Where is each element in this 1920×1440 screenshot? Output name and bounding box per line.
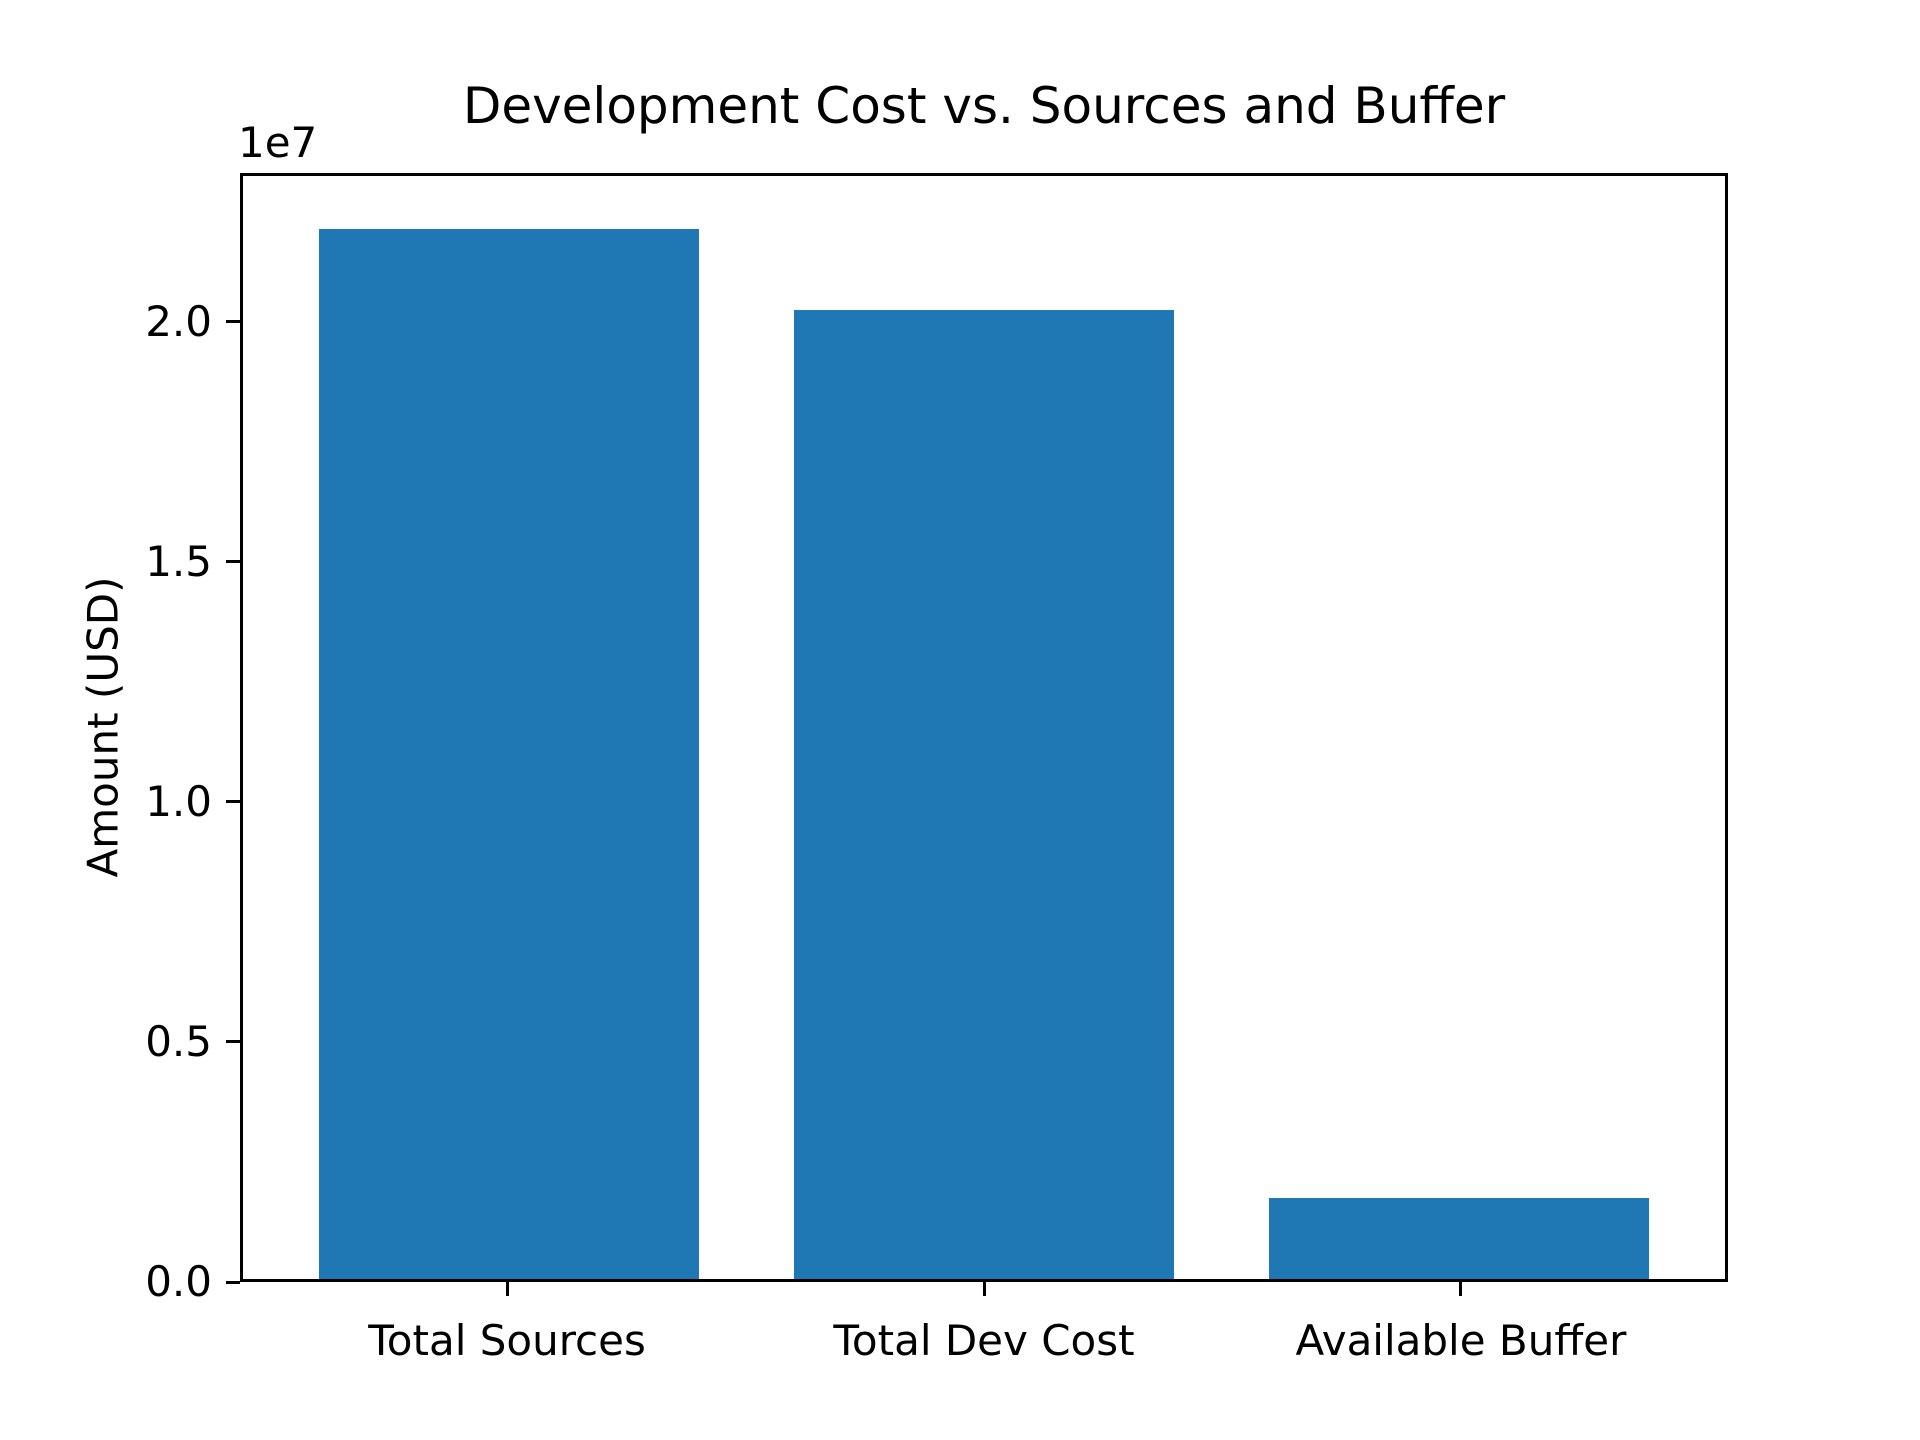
plot-area — [240, 173, 1728, 1282]
x-tick-label: Total Sources — [368, 1316, 646, 1365]
y-tick-mark — [226, 560, 240, 564]
x-axis: Total Sources Total Dev Cost Available Buf… — [240, 1282, 1728, 1412]
y-tick-label: 1.0 — [145, 776, 212, 826]
x-tick-mark — [982, 1282, 986, 1296]
y-tick-mark — [226, 1040, 240, 1044]
y-tick-label: 2.0 — [145, 296, 212, 346]
y-tick-mark — [226, 800, 240, 804]
y-tick-mark — [226, 1280, 240, 1284]
x-tick-label: Total Dev Cost — [833, 1316, 1135, 1365]
y-tick-label: 0.5 — [145, 1016, 212, 1066]
x-tick-mark — [505, 1282, 509, 1296]
chart-title: Development Cost vs. Sources and Buffer — [462, 77, 1506, 135]
y-axis-offset-label: 1e7 — [238, 118, 318, 167]
y-axis: 0.0 0.5 1.0 1.5 2.0 — [0, 173, 240, 1303]
y-tick-label: 1.5 — [145, 536, 212, 586]
bar — [793, 309, 1174, 1279]
y-tick-mark — [226, 320, 240, 324]
bar — [1269, 1197, 1649, 1279]
bar — [318, 228, 699, 1279]
x-tick-mark — [1459, 1282, 1463, 1296]
y-tick-label: 0.0 — [145, 1257, 212, 1306]
x-tick-label: Available Buffer — [1295, 1316, 1627, 1365]
